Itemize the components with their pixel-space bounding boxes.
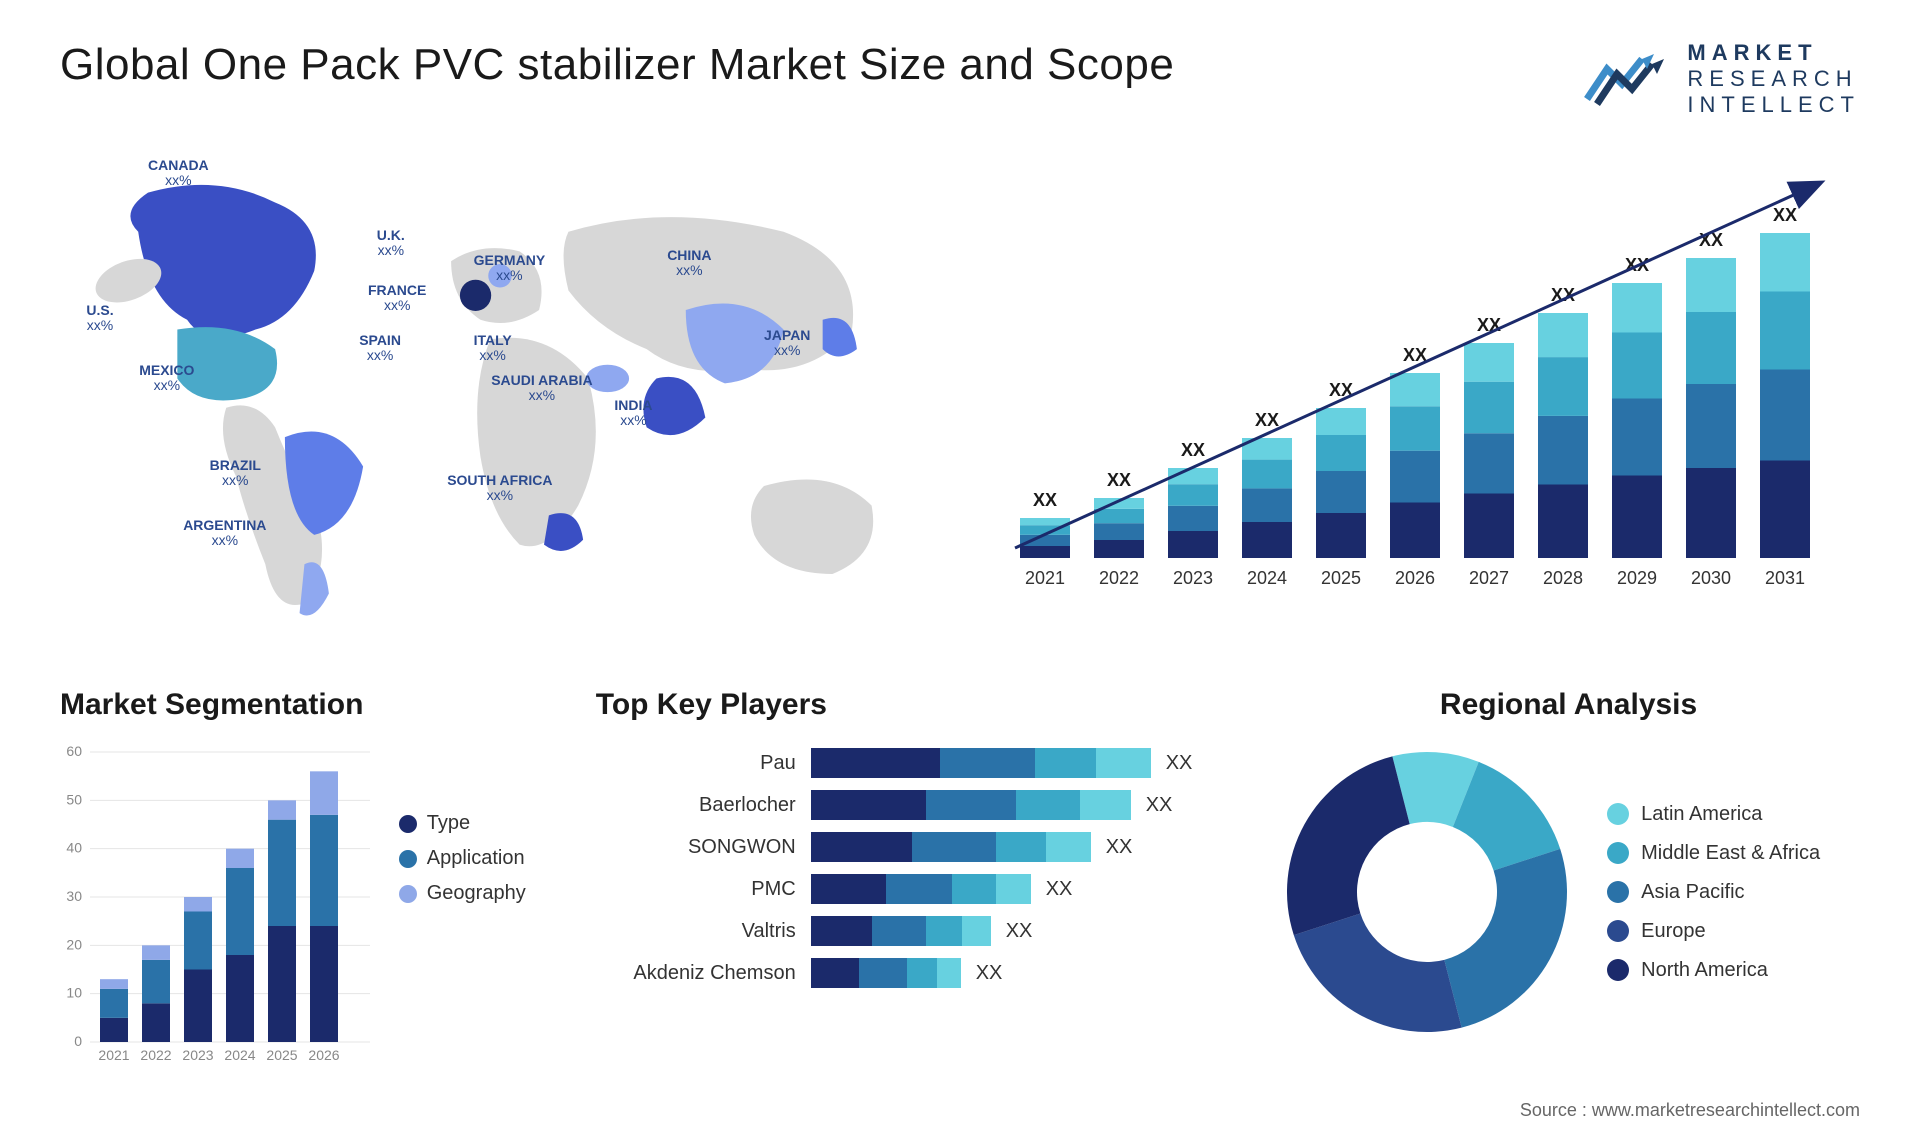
player-row: Pau XX (596, 748, 1227, 778)
svg-text:2022: 2022 (1099, 568, 1139, 588)
svg-text:2025: 2025 (1321, 568, 1361, 588)
svg-text:XX: XX (1033, 490, 1057, 510)
svg-text:2030: 2030 (1691, 568, 1731, 588)
player-name: Baerlocher (596, 794, 796, 817)
svg-text:2022: 2022 (140, 1047, 171, 1063)
player-name: Valtris (596, 920, 796, 943)
logo-line1: MARKET (1687, 40, 1860, 66)
player-bar (811, 916, 991, 946)
world-map-panel: CANADAxx% U.S.xx% MEXICOxx% BRAZILxx% ARGENT… (60, 148, 940, 648)
map-label: ITALYxx% (474, 333, 512, 364)
player-row: PMC XX (596, 874, 1227, 904)
svg-text:XX: XX (1107, 470, 1131, 490)
player-value: XX (1006, 920, 1033, 943)
svg-text:2025: 2025 (266, 1047, 297, 1063)
player-row: SONGWON XX (596, 832, 1227, 862)
player-name: PMC (596, 878, 796, 901)
svg-text:2024: 2024 (1247, 568, 1287, 588)
segmentation-title: Market Segmentation (60, 688, 546, 722)
page-title: Global One Pack PVC stabilizer Market Si… (60, 40, 1174, 90)
header: Global One Pack PVC stabilizer Market Si… (60, 40, 1860, 118)
player-row: Baerlocher XX (596, 790, 1227, 820)
players-list: Pau XX Baerlocher XX SONGWON XX PMC XX Valtris XX… (596, 742, 1227, 988)
player-value: XX (1046, 878, 1073, 901)
svg-text:60: 60 (66, 743, 82, 759)
player-bar (811, 748, 1151, 778)
svg-text:2021: 2021 (98, 1047, 129, 1063)
map-label: SPAINxx% (359, 333, 401, 364)
player-value: XX (1146, 794, 1173, 817)
regional-panel: Regional Analysis Latin America Middle Ea… (1277, 688, 1860, 1108)
players-title: Top Key Players (596, 688, 1227, 722)
svg-text:2031: 2031 (1765, 568, 1805, 588)
player-bar (811, 874, 1031, 904)
player-bar (811, 790, 1131, 820)
svg-text:2023: 2023 (1173, 568, 1213, 588)
map-label: INDIAxx% (614, 398, 652, 429)
player-row: Akdeniz Chemson XX (596, 958, 1227, 988)
svg-text:10: 10 (66, 985, 82, 1001)
brand-logo: MARKET RESEARCH INTELLECT (1582, 40, 1860, 118)
segmentation-chart: 0 10 20 30 40 50 60 2021 2022 2023 2024 2025 2026 (60, 742, 380, 1082)
svg-text:0: 0 (74, 1033, 82, 1049)
map-label: U.K.xx% (377, 228, 405, 259)
svg-text:XX: XX (1773, 205, 1797, 225)
map-label: JAPANxx% (764, 328, 810, 359)
svg-text:2027: 2027 (1469, 568, 1509, 588)
map-label: GERMANYxx% (474, 253, 546, 284)
player-row: Valtris XX (596, 916, 1227, 946)
map-label: CHINAxx% (667, 248, 711, 279)
map-label: MEXICOxx% (139, 363, 194, 394)
map-label: FRANCExx% (368, 283, 426, 314)
map-label: SAUDI ARABIAxx% (491, 373, 592, 404)
regional-legend: Latin America Middle East & Africa Asia Pa… (1607, 803, 1820, 982)
svg-text:30: 30 (66, 888, 82, 904)
donut-legend-item: Europe (1607, 920, 1820, 943)
svg-text:XX: XX (1181, 440, 1205, 460)
donut-legend-item: Middle East & Africa (1607, 842, 1820, 865)
svg-text:2026: 2026 (1395, 568, 1435, 588)
growth-chart-panel: XX2021XX2022XX2023XX2024XX2025XX2026XX20… (980, 148, 1860, 648)
player-value: XX (1166, 752, 1193, 775)
player-bar (811, 958, 961, 988)
svg-text:XX: XX (1255, 410, 1279, 430)
growth-chart: XX2021XX2022XX2023XX2024XX2025XX2026XX20… (980, 148, 1860, 648)
logo-icon (1582, 44, 1672, 114)
players-panel: Top Key Players PauXXBaerlocherXXSONGWON… (596, 688, 1227, 1108)
svg-text:2029: 2029 (1617, 568, 1657, 588)
segmentation-legend: Type Application Geography (399, 812, 526, 917)
player-value: XX (976, 962, 1003, 985)
regional-donut (1277, 742, 1577, 1042)
source-attribution: Source : www.marketresearchintellect.com (1520, 1100, 1860, 1121)
seg-legend-item: Geography (399, 882, 526, 905)
donut-legend-item: Latin America (1607, 803, 1820, 826)
player-bar (811, 832, 1091, 862)
map-label: CANADAxx% (148, 158, 209, 189)
svg-text:50: 50 (66, 791, 82, 807)
segmentation-panel: Market Segmentation 0 10 20 30 40 50 60 2021 20… (60, 688, 546, 1108)
map-label: ARGENTINAxx% (183, 518, 266, 549)
svg-text:2021: 2021 (1025, 568, 1065, 588)
regional-title: Regional Analysis (1277, 688, 1860, 722)
logo-line2: RESEARCH (1687, 66, 1860, 92)
seg-legend-item: Application (399, 847, 526, 870)
donut-legend-item: North America (1607, 959, 1820, 982)
map-label: U.S.xx% (86, 303, 113, 334)
map-label: BRAZILxx% (210, 458, 261, 489)
svg-text:2024: 2024 (224, 1047, 255, 1063)
svg-text:2026: 2026 (308, 1047, 339, 1063)
player-value: XX (1106, 836, 1133, 859)
seg-legend-item: Type (399, 812, 526, 835)
svg-text:20: 20 (66, 936, 82, 952)
logo-line3: INTELLECT (1687, 92, 1860, 118)
player-name: SONGWON (596, 836, 796, 859)
svg-text:2023: 2023 (182, 1047, 213, 1063)
svg-text:2028: 2028 (1543, 568, 1583, 588)
donut-legend-item: Asia Pacific (1607, 881, 1820, 904)
svg-text:40: 40 (66, 840, 82, 856)
player-name: Akdeniz Chemson (596, 962, 796, 985)
player-name: Pau (596, 752, 796, 775)
map-label: SOUTH AFRICAxx% (447, 473, 552, 504)
